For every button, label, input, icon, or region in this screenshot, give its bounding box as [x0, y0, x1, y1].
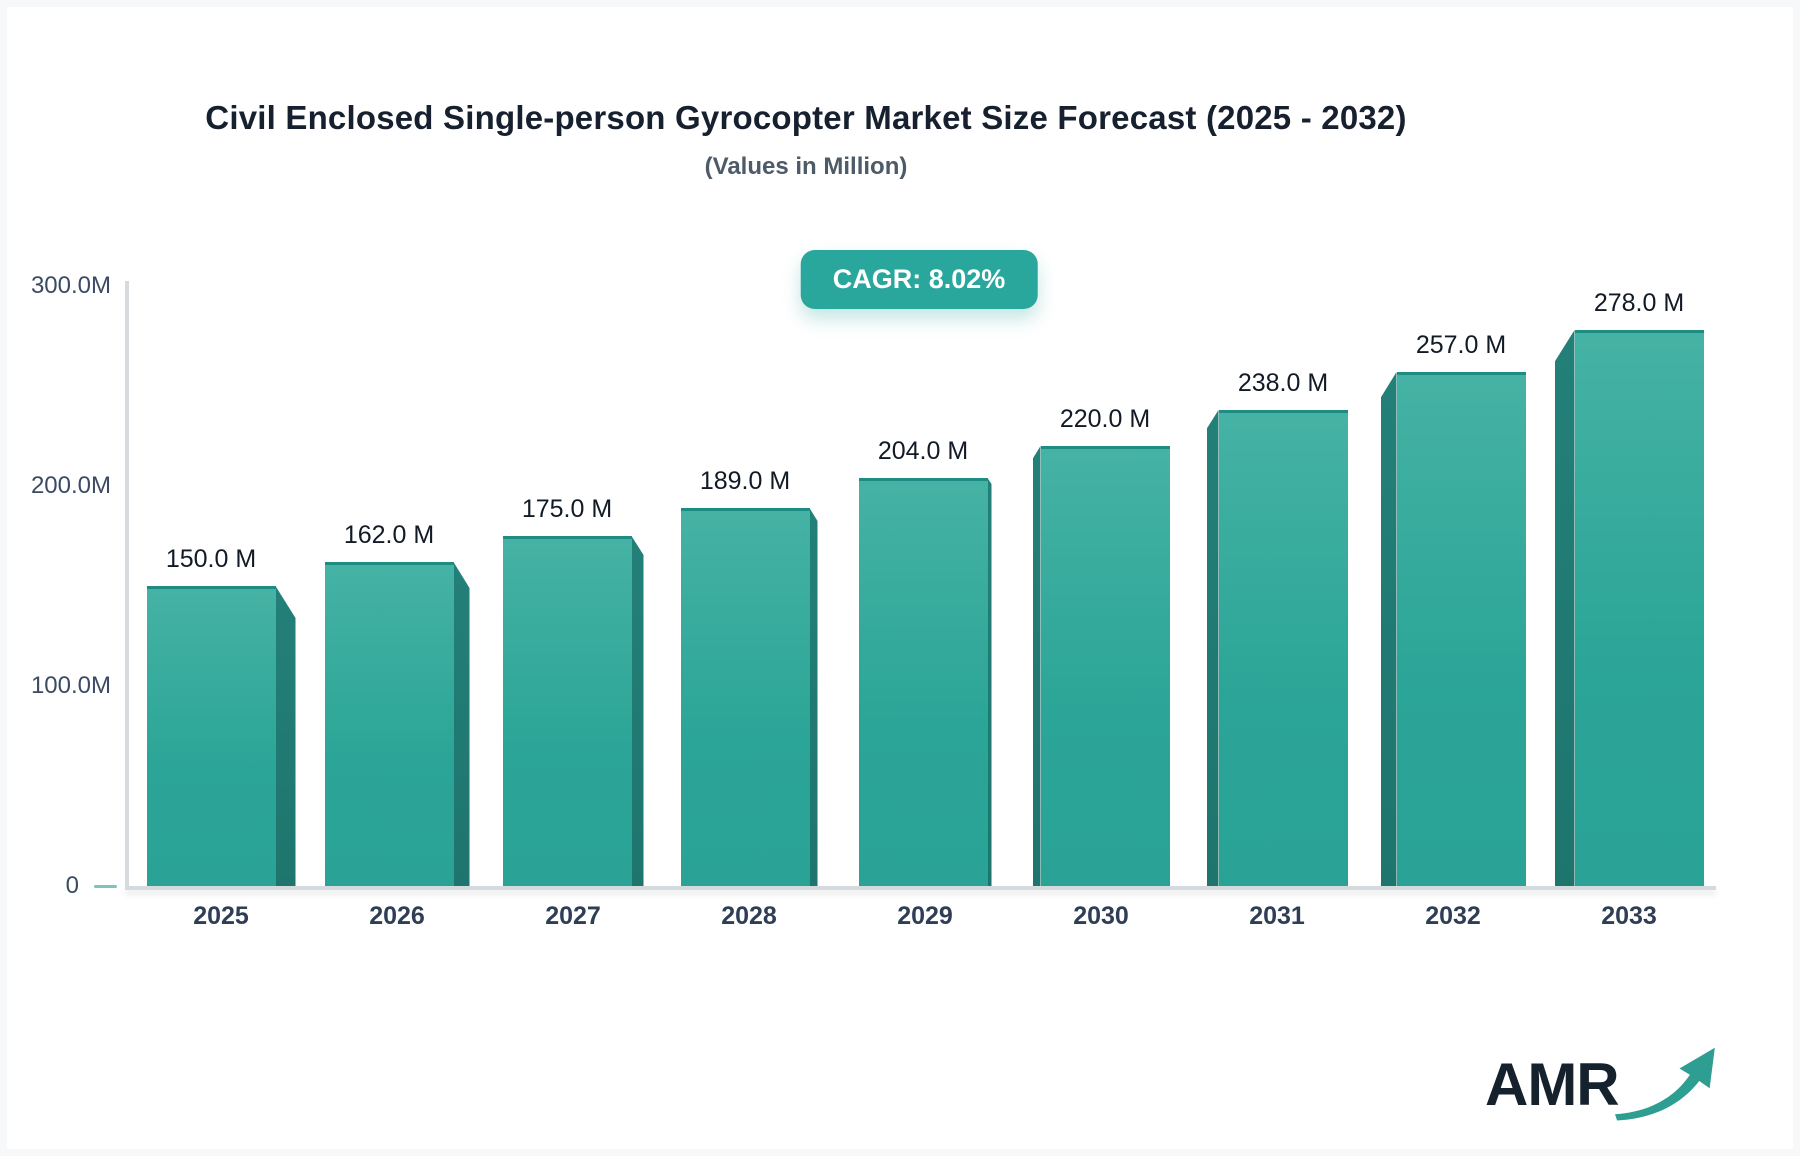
bar-face [324, 562, 454, 886]
chart-subtitle: (Values in Million) [704, 153, 908, 180]
bar-value-label: 204.0 M [877, 437, 969, 465]
zero-tick-dash [94, 885, 117, 888]
bar-face [1574, 330, 1704, 886]
y-tick-label: 0 [65, 872, 79, 899]
bar-2028 [680, 508, 818, 886]
amr-logo: AMR [1485, 1042, 1715, 1132]
x-tick-label: 2025 [193, 902, 249, 930]
bar-value-label: 150.0 M [165, 545, 257, 573]
bar-face [146, 586, 276, 886]
bar-2027 [502, 536, 644, 886]
y-axis-line [125, 281, 129, 890]
bar-value-label: 278.0 M [1593, 289, 1685, 317]
chart-title: Civil Enclosed Single-person Gyrocopter … [205, 99, 1407, 136]
x-tick-label: 2031 [1249, 902, 1305, 930]
y-tick-label: 100.0M [30, 672, 111, 699]
bar-value-label: 175.0 M [521, 495, 613, 523]
bar-2029 [858, 478, 992, 886]
bar-face [680, 508, 810, 886]
x-tick-label: 2029 [897, 902, 953, 930]
bar-face [1218, 410, 1348, 886]
bar-2026 [324, 562, 470, 886]
chart-card: Civil Enclosed Single-person Gyrocopter … [7, 7, 1793, 1149]
x-axis-line [125, 886, 1716, 890]
bar-side-shadow [275, 586, 296, 886]
cagr-badge: CAGR: 8.02% [800, 250, 1038, 309]
bar-value-label: 189.0 M [699, 467, 791, 495]
bar-2025 [146, 586, 296, 886]
bar-face [1396, 372, 1526, 886]
bar-2032 [1380, 372, 1526, 886]
x-tick-label: 2030 [1073, 902, 1129, 930]
bar-2031 [1206, 410, 1348, 886]
bar-face [858, 478, 988, 886]
x-tick-label: 2033 [1601, 902, 1657, 930]
bar-side-shadow [809, 508, 818, 886]
bar-value-label: 238.0 M [1237, 369, 1329, 397]
bar-chart-plot: 150.0 M 2025 162.0 M 2026 175.0 M 2027 189.0 M… [31, 272, 1712, 930]
bar-2033 [1554, 330, 1704, 886]
y-tick-label: 300.0M [30, 272, 111, 299]
bar-side-shadow [1206, 410, 1219, 886]
bar-value-label: 162.0 M [343, 521, 435, 549]
bar-2030 [1032, 446, 1170, 886]
y-tick-label: 200.0M [30, 472, 111, 499]
bar-side-shadow [1380, 372, 1397, 886]
bar-face [502, 536, 632, 886]
bar-side-shadow [1032, 446, 1041, 886]
x-tick-label: 2026 [369, 902, 425, 930]
x-tick-label: 2027 [545, 902, 601, 930]
bar-side-shadow [987, 478, 992, 886]
bar-side-shadow [453, 562, 470, 886]
bar-side-shadow [1554, 330, 1575, 886]
bar-value-label: 220.0 M [1059, 405, 1151, 433]
amr-logo-text: AMR [1485, 1051, 1620, 1118]
bar-value-label: 257.0 M [1415, 331, 1507, 359]
growth-arrow-icon [1615, 1047, 1715, 1121]
bar-side-shadow [631, 536, 644, 886]
bar-face [1040, 446, 1170, 886]
x-tick-label: 2028 [721, 902, 777, 930]
x-tick-label: 2032 [1425, 902, 1481, 930]
